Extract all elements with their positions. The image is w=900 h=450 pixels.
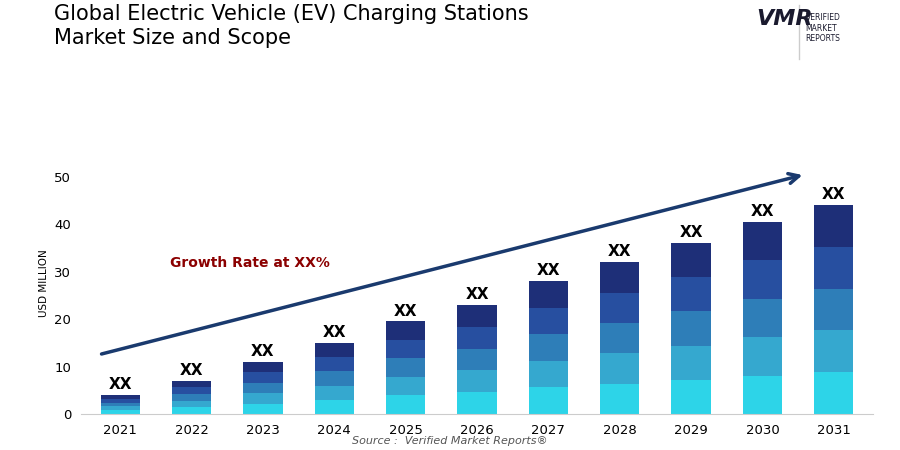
Bar (671, 277, 711, 311)
Bar (528, 361, 568, 387)
Bar (742, 299, 782, 337)
Text: Growth Rate at XX%: Growth Rate at XX% (170, 256, 330, 270)
Bar (742, 337, 782, 376)
Bar (386, 377, 426, 396)
Bar (742, 260, 782, 299)
Bar (386, 321, 426, 340)
Text: XX: XX (394, 304, 418, 319)
Bar (814, 289, 853, 330)
Bar (101, 410, 140, 414)
Bar (600, 353, 639, 384)
Bar (814, 205, 853, 247)
Bar (315, 400, 354, 414)
Bar (315, 343, 354, 357)
Bar (243, 393, 283, 404)
Bar (528, 387, 568, 414)
Bar (457, 348, 497, 370)
Bar (243, 372, 283, 382)
Bar (742, 222, 782, 260)
Bar (528, 334, 568, 361)
Bar (814, 372, 853, 414)
Bar (814, 247, 853, 289)
Bar (101, 403, 140, 406)
Bar (600, 262, 639, 292)
Bar (600, 384, 639, 414)
Text: XX: XX (751, 204, 774, 219)
Bar (101, 406, 140, 410)
Text: XX: XX (180, 363, 203, 378)
Bar (600, 292, 639, 323)
Text: XX: XX (536, 263, 560, 278)
Bar (315, 357, 354, 371)
Bar (101, 399, 140, 403)
Bar (172, 394, 212, 400)
Bar (243, 362, 283, 372)
Bar (814, 330, 853, 372)
Bar (671, 311, 711, 346)
Bar (528, 308, 568, 334)
Text: XX: XX (322, 325, 346, 340)
Bar (172, 407, 212, 414)
Bar (315, 386, 354, 400)
Text: VERIFIED
MARKET
REPORTS: VERIFIED MARKET REPORTS (806, 14, 841, 43)
Bar (600, 323, 639, 353)
Bar (671, 243, 711, 277)
Bar (386, 359, 426, 377)
Bar (172, 400, 212, 407)
Bar (671, 380, 711, 414)
Bar (457, 305, 497, 327)
Text: XX: XX (608, 244, 632, 259)
Bar (315, 371, 354, 386)
Bar (528, 281, 568, 308)
Text: XX: XX (822, 187, 845, 202)
Text: VMR: VMR (756, 9, 813, 29)
Text: XX: XX (465, 287, 489, 302)
Bar (243, 382, 283, 393)
Bar (172, 387, 212, 394)
Bar (386, 396, 426, 414)
Bar (457, 370, 497, 392)
Text: Source :  Verified Market Reports®: Source : Verified Market Reports® (352, 436, 548, 446)
Bar (101, 395, 140, 399)
Bar (671, 346, 711, 380)
Text: Global Electric Vehicle (EV) Charging Stations
Market Size and Scope: Global Electric Vehicle (EV) Charging St… (54, 4, 528, 48)
Text: XX: XX (680, 225, 703, 240)
Bar (742, 376, 782, 414)
Text: XX: XX (109, 377, 132, 392)
Bar (457, 392, 497, 414)
Bar (172, 381, 212, 387)
Bar (243, 404, 283, 414)
Text: XX: XX (251, 344, 274, 359)
Bar (386, 340, 426, 359)
Bar (457, 327, 497, 348)
Y-axis label: USD MILLION: USD MILLION (39, 250, 49, 317)
